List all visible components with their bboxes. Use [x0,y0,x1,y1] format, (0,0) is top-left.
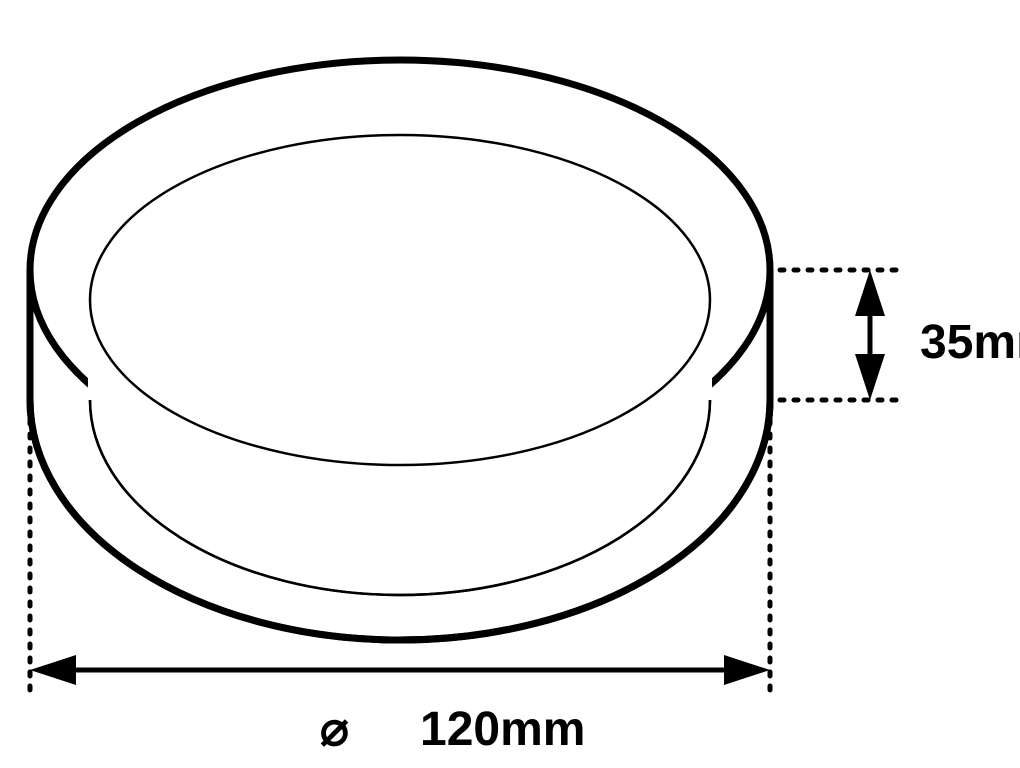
width-dimension-label: 120mm [420,703,585,756]
height-dimension-label: 35mm [920,316,1020,369]
diameter-symbol: ⌀ [320,703,349,756]
dimension-diagram: ⌀ 120mm 35mm [0,0,1020,768]
